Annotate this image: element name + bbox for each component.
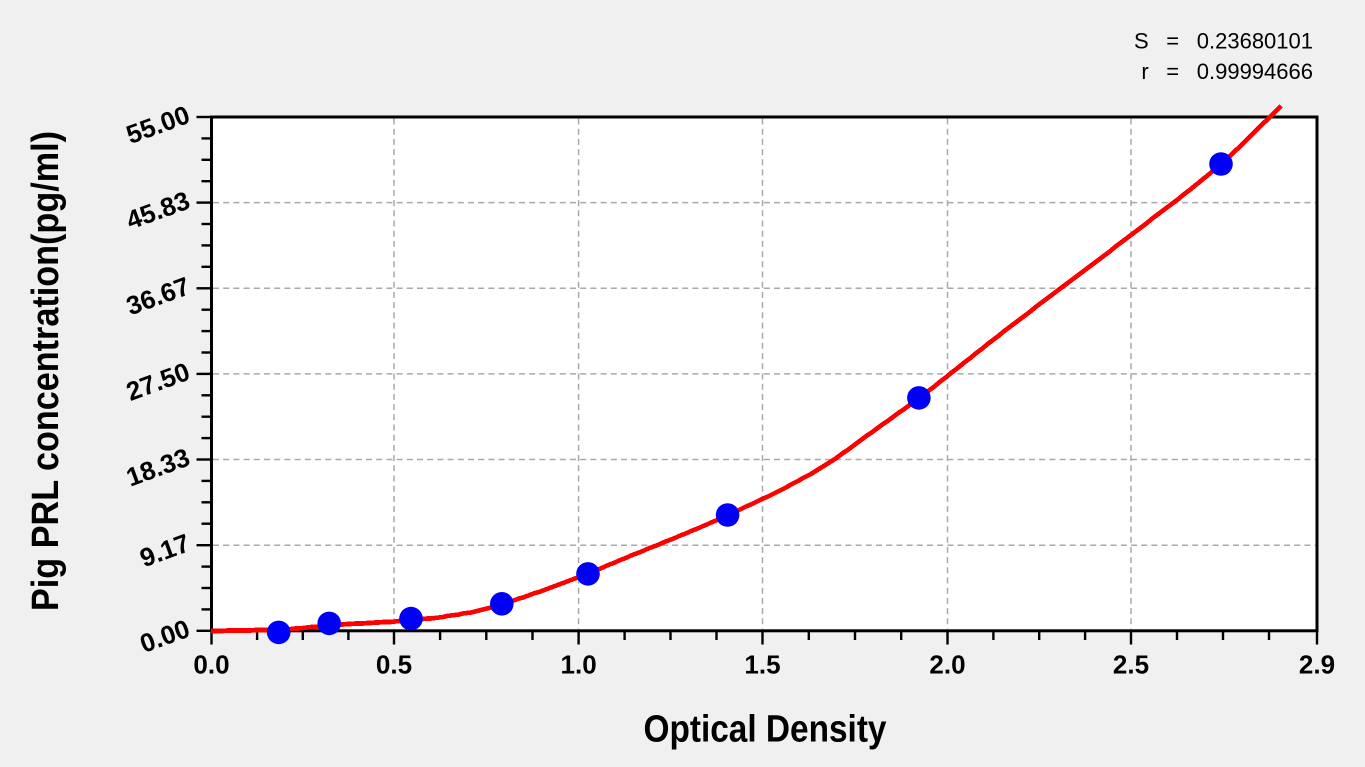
svg-text:0.5: 0.5 xyxy=(376,650,412,680)
svg-text:r = 0.99994666: r = 0.99994666 xyxy=(1141,59,1313,84)
svg-text:Pig PRL concentration(pg/ml): Pig PRL concentration(pg/ml) xyxy=(25,131,67,611)
svg-text:9.17: 9.17 xyxy=(136,528,194,574)
svg-text:0.00: 0.00 xyxy=(136,613,194,659)
svg-text:27.50: 27.50 xyxy=(122,356,193,406)
svg-text:0.0: 0.0 xyxy=(193,650,229,680)
svg-text:2.5: 2.5 xyxy=(1113,650,1149,680)
svg-text:S = 0.23680101: S = 0.23680101 xyxy=(1134,28,1313,53)
svg-text:55.00: 55.00 xyxy=(122,99,193,149)
svg-text:1.5: 1.5 xyxy=(744,650,780,680)
svg-text:1.0: 1.0 xyxy=(561,650,597,680)
svg-text:2.0: 2.0 xyxy=(929,650,965,680)
svg-text:Optical Density: Optical Density xyxy=(644,709,887,751)
svg-text:18.33: 18.33 xyxy=(122,442,193,492)
svg-text:36.67: 36.67 xyxy=(122,271,193,321)
svg-text:45.83: 45.83 xyxy=(122,185,193,235)
svg-text:2.9: 2.9 xyxy=(1299,650,1335,680)
